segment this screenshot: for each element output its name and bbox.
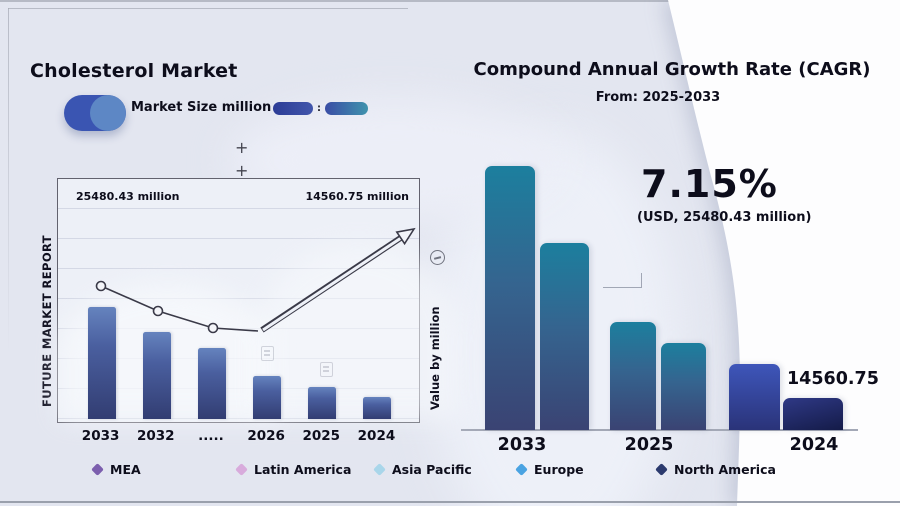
cagr-x-labels: 2033 2025 2024	[0, 435, 900, 459]
market-x-labels: 2033 2032..... 2026 2025 2024	[73, 428, 404, 444]
market-bar	[308, 386, 337, 419]
document-ghost-icon	[261, 346, 274, 361]
cagr-bars	[460, 166, 858, 430]
page-title: Cholesterol Market	[30, 60, 238, 82]
legend-diamond-icon	[91, 463, 104, 476]
ratio-pills: :	[273, 102, 368, 115]
pill-dark-icon	[273, 102, 313, 115]
cagr-bar	[729, 364, 780, 430]
legend-label: North America	[674, 462, 776, 477]
legend-label: Asia Pacific	[392, 462, 472, 477]
pill-teal-icon	[325, 102, 368, 115]
cagr-context: (USD, 25480.43 million)	[637, 210, 812, 225]
cagr-bar-group	[485, 166, 589, 430]
y-axis-label: Value by million	[428, 306, 442, 410]
inner-guide-line	[8, 8, 9, 353]
market-chart-panel: 25480.43 million 14560.75 million	[57, 178, 458, 423]
market-bar-slot	[184, 307, 239, 419]
cagr-end-value: 14560.75	[787, 369, 879, 389]
market-bar	[142, 331, 171, 419]
market-x-label: 2032	[136, 428, 175, 444]
cagr-title: Compound Annual Growth Rate (CAGR)	[473, 59, 871, 80]
market-bar-slot	[295, 307, 350, 419]
legend-diamond-icon	[235, 463, 248, 476]
panel-decoration	[258, 245, 458, 420]
cagr-bar	[485, 166, 535, 430]
market-bar	[197, 348, 226, 419]
series-legend-label: Market Size million	[131, 100, 272, 115]
market-bar	[363, 396, 392, 419]
market-bar-slot	[129, 307, 184, 419]
market-bars	[74, 307, 405, 419]
market-bar-slot	[74, 307, 129, 419]
market-x-label: 2026	[247, 428, 285, 444]
cagr-x-label: 2025	[624, 435, 674, 455]
legend-item: MEA	[91, 462, 141, 477]
legend-label: MEA	[110, 462, 141, 477]
document-ghost-icon	[320, 362, 333, 377]
market-bar	[253, 376, 282, 419]
market-x-label: .....	[198, 428, 224, 444]
market-x-label: 2033	[81, 428, 120, 444]
market-bar-slot	[350, 307, 405, 419]
market-x-label: 2024	[357, 428, 396, 444]
cagr-x-label: 2033	[497, 435, 547, 455]
cagr-bar	[610, 321, 656, 430]
pill-capsule-highlight	[90, 95, 126, 131]
inner-guide-line	[8, 8, 408, 9]
cagr-x-label: 2024	[789, 435, 839, 455]
circle-minus-icon	[430, 250, 445, 265]
pill-capsule-icon	[64, 95, 126, 131]
ratio-separator: :	[317, 103, 321, 114]
legend-item: Europe	[515, 462, 584, 477]
trend-line-arrow	[95, 227, 416, 334]
plus-mark-icon: +	[235, 138, 249, 157]
legend-label: Europe	[534, 462, 584, 477]
brand-vertical-label: FUTURE MARKET REPORT	[40, 235, 54, 408]
market-x-label: 2025	[302, 428, 341, 444]
cagr-bar	[660, 342, 706, 430]
bottom-border-line	[0, 501, 900, 503]
chart-start-value: 25480.43 million	[76, 190, 180, 203]
legend-diamond-icon	[373, 463, 386, 476]
cagr-subtitle: From: 2025-2033	[595, 90, 721, 105]
top-border-line	[0, 0, 670, 2]
legend-diamond-icon	[655, 463, 668, 476]
legend-item: North America	[655, 462, 776, 477]
cagr-bar	[539, 242, 589, 430]
cagr-bar-group	[729, 166, 843, 430]
cagr-bar	[782, 398, 843, 430]
legend-label: Latin America	[254, 462, 352, 477]
legend-diamond-icon	[515, 463, 528, 476]
market-bar	[87, 307, 116, 419]
legend-row: MEA Latin America Asia Pacific Europe North …	[0, 462, 900, 482]
cagr-bar-group	[610, 166, 706, 430]
market-bar-slot	[240, 307, 295, 419]
legend-item: Asia Pacific	[373, 462, 472, 477]
legend-item: Latin America	[235, 462, 352, 477]
